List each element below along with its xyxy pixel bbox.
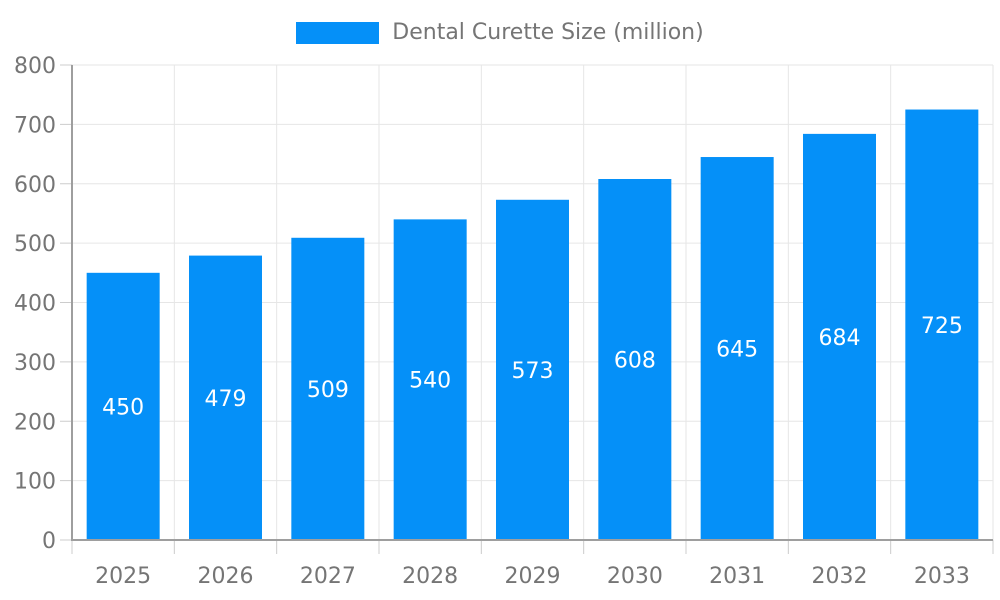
bar-2029[interactable] bbox=[496, 199, 569, 540]
x-axis-tick-label: 2027 bbox=[300, 564, 356, 589]
x-axis-tick-label: 2030 bbox=[607, 564, 663, 589]
bar-value-label: 573 bbox=[512, 359, 554, 384]
bar-value-label: 684 bbox=[819, 326, 861, 351]
bar-2028[interactable] bbox=[393, 219, 467, 540]
y-axis-tick-label: 800 bbox=[14, 54, 56, 79]
bar-value-label: 608 bbox=[614, 349, 656, 374]
x-axis-tick-label: 2032 bbox=[812, 564, 868, 589]
bar-2026[interactable] bbox=[189, 255, 262, 540]
bar-value-label: 645 bbox=[716, 338, 758, 363]
y-axis-tick-label: 100 bbox=[14, 470, 56, 495]
legend[interactable]: Dental Curette Size (million) bbox=[0, 21, 1000, 45]
bar-2032[interactable] bbox=[803, 133, 876, 540]
legend-label: Dental Curette Size (million) bbox=[392, 20, 704, 45]
bar-2031[interactable] bbox=[700, 157, 774, 540]
y-axis-tick-label: 400 bbox=[14, 292, 56, 317]
x-axis-tick-label: 2033 bbox=[914, 564, 970, 589]
y-axis-tick-label: 200 bbox=[14, 410, 56, 435]
x-axis-tick-label: 2031 bbox=[709, 564, 765, 589]
y-axis-tick-label: 300 bbox=[14, 351, 56, 376]
bar-2027[interactable] bbox=[291, 237, 365, 540]
x-axis-tick-label: 2029 bbox=[505, 564, 561, 589]
x-axis-tick-label: 2025 bbox=[95, 564, 151, 589]
y-axis-tick-label: 500 bbox=[14, 232, 56, 257]
bar-value-label: 450 bbox=[102, 395, 144, 420]
y-axis-tick-label: 700 bbox=[14, 113, 56, 138]
bar-value-label: 479 bbox=[205, 387, 247, 412]
bar-value-label: 540 bbox=[409, 369, 451, 394]
x-axis-tick-label: 2026 bbox=[198, 564, 254, 589]
x-axis-tick-label: 2028 bbox=[402, 564, 458, 589]
y-axis-tick-label: 0 bbox=[42, 529, 56, 554]
bar-value-label: 509 bbox=[307, 378, 349, 403]
bar-2033[interactable] bbox=[905, 109, 979, 540]
bar-value-label: 725 bbox=[921, 314, 963, 339]
y-axis-tick-label: 600 bbox=[14, 173, 56, 198]
bar-2030[interactable] bbox=[598, 179, 672, 540]
legend-swatch-icon bbox=[296, 22, 380, 44]
bar-2025[interactable] bbox=[86, 272, 160, 540]
